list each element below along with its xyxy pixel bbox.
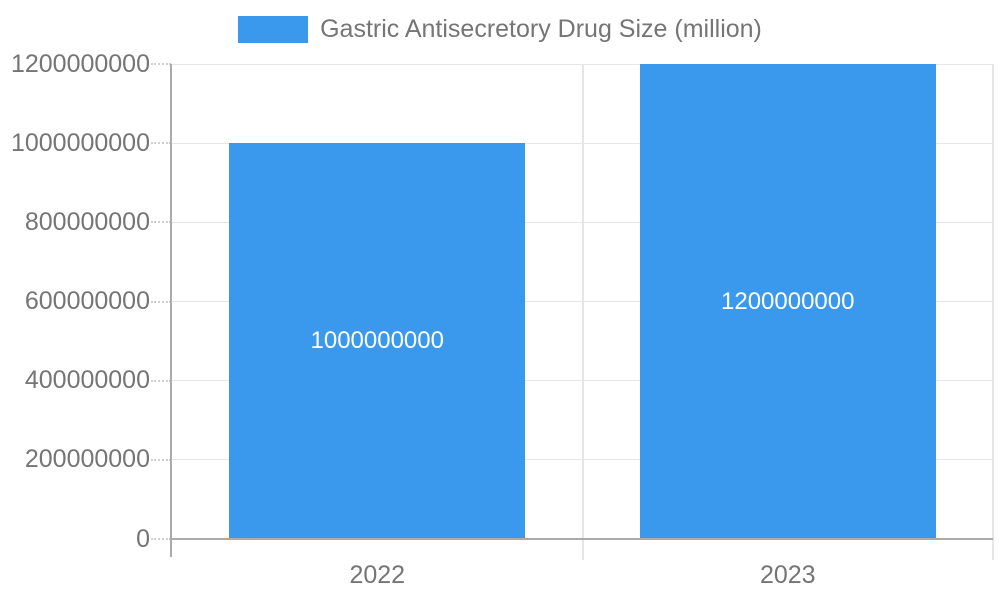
- y-tick-label: 600000000: [24, 287, 150, 315]
- y-axis-line: [170, 64, 172, 557]
- y-tick-label: 1200000000: [10, 49, 150, 78]
- legend-series-label: Gastric Antisecretory Drug Size (million…: [320, 15, 762, 43]
- y-tick-label: 1000000000: [10, 128, 150, 157]
- chart-legend: Gastric Antisecretory Drug Size (million…: [0, 16, 1000, 43]
- x-axis-line: [170, 538, 993, 540]
- x-category-label: 2022: [349, 561, 406, 589]
- y-tick: [151, 538, 171, 540]
- y-tick: [151, 458, 171, 461]
- y-tick-label: 0: [136, 524, 150, 553]
- x-category-label: 2023: [759, 561, 816, 589]
- y-tick-label: 800000000: [24, 207, 150, 236]
- y-tick: [151, 63, 171, 65]
- y-tick-label: 400000000: [24, 366, 150, 395]
- y-tick-label: 200000000: [24, 445, 150, 474]
- y-tick: [151, 142, 171, 145]
- category-divider: [581, 64, 584, 560]
- legend-color-swatch: [238, 16, 309, 43]
- bar-value-label: 1000000000: [310, 327, 444, 355]
- legend-item[interactable]: Gastric Antisecretory Drug Size (million…: [238, 16, 762, 43]
- bar-value-label: 1200000000: [721, 287, 855, 315]
- y-tick: [151, 379, 171, 382]
- y-tick: [151, 300, 171, 303]
- bar-2023[interactable]: 1200000000: [639, 64, 936, 538]
- bar-2022[interactable]: 1000000000: [229, 143, 526, 538]
- y-tick: [151, 221, 171, 224]
- plot-right-border: [992, 64, 994, 560]
